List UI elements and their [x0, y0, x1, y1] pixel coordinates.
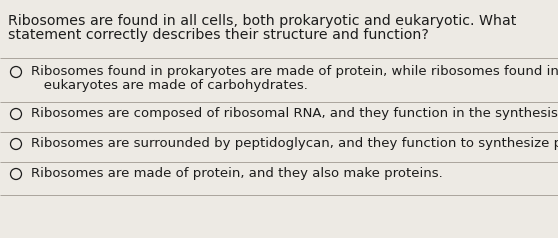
Text: Ribosomes found in prokaryotes are made of protein, while ribosomes found in: Ribosomes found in prokaryotes are made …: [31, 65, 558, 78]
Text: Ribosomes are composed of ribosomal RNA, and they function in the synthesis of D: Ribosomes are composed of ribosomal RNA,…: [31, 107, 558, 120]
Text: eukaryotes are made of carbohydrates.: eukaryotes are made of carbohydrates.: [31, 79, 308, 92]
Text: statement correctly describes their structure and function?: statement correctly describes their stru…: [8, 28, 429, 42]
Text: Ribosomes are made of protein, and they also make proteins.: Ribosomes are made of protein, and they …: [31, 167, 442, 180]
Text: Ribosomes are surrounded by peptidoglycan, and they function to synthesize prote: Ribosomes are surrounded by peptidoglyca…: [31, 137, 558, 150]
Text: Ribosomes are found in all cells, both prokaryotic and eukaryotic. What: Ribosomes are found in all cells, both p…: [8, 14, 516, 28]
